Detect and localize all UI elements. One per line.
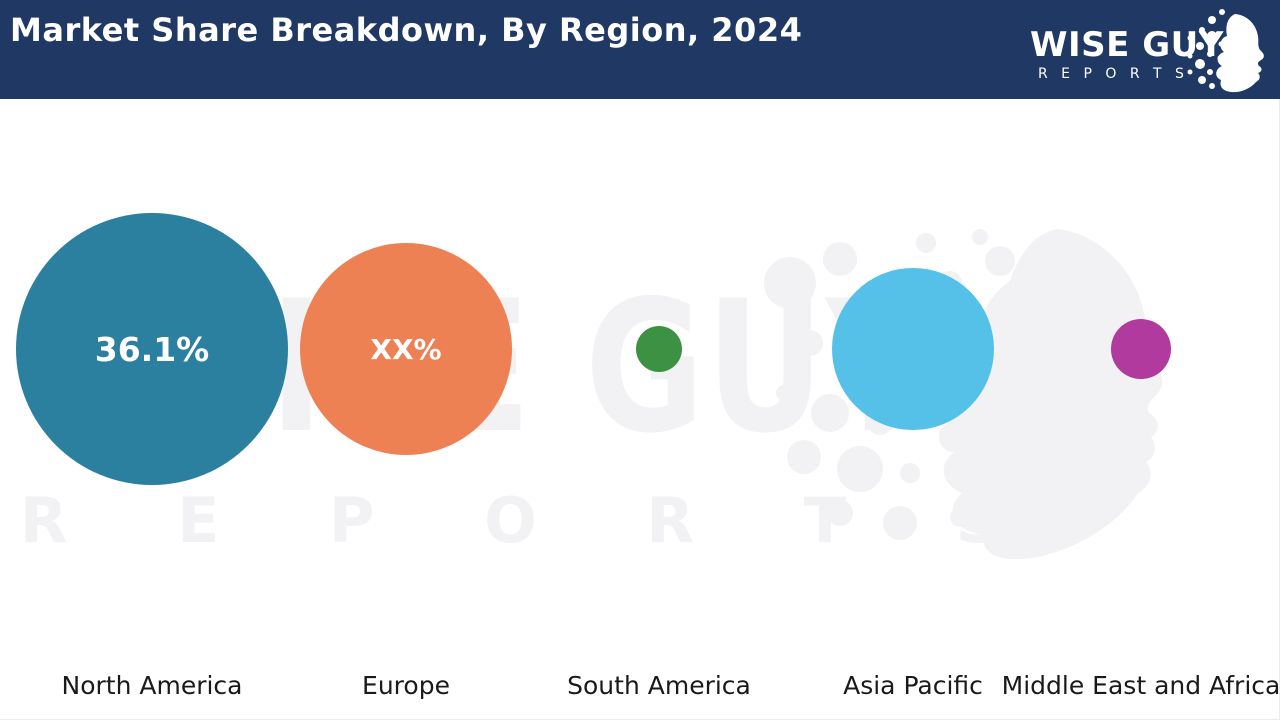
page-title: Market Share Breakdown, By Region, 2024	[10, 11, 803, 49]
category-label-south-america: South America	[567, 671, 751, 700]
head-profile-icon	[1187, 9, 1264, 93]
bubble-middle-east-and-africa	[1111, 319, 1171, 379]
bubble-value-label: 36.1%	[94, 329, 210, 369]
bubble-europe: XX%	[300, 243, 512, 455]
logo-subtitle: R E P O R T S	[1038, 66, 1188, 82]
bubble-north-america: 36.1%	[16, 213, 288, 485]
category-label-asia-pacific: Asia Pacific	[843, 671, 983, 700]
bubble-asia-pacific	[832, 268, 994, 430]
category-label-europe: Europe	[362, 671, 450, 700]
category-label-middle-east-and-africa: Middle East and Africa	[1001, 671, 1280, 700]
header-bar: Market Share Breakdown, By Region, 2024 …	[0, 0, 1280, 99]
logo-wordmark: WISE GUY	[1030, 25, 1224, 65]
bubble-south-america	[636, 326, 682, 372]
wise-guy-logo: WISE GUY R E P O R T S	[1030, 9, 1264, 93]
bubble-value-label: XX%	[370, 332, 442, 366]
chart-area: WISE GUY R E P O R T S 36.1% North Americ…	[0, 99, 1280, 720]
category-label-north-america: North America	[61, 671, 243, 700]
